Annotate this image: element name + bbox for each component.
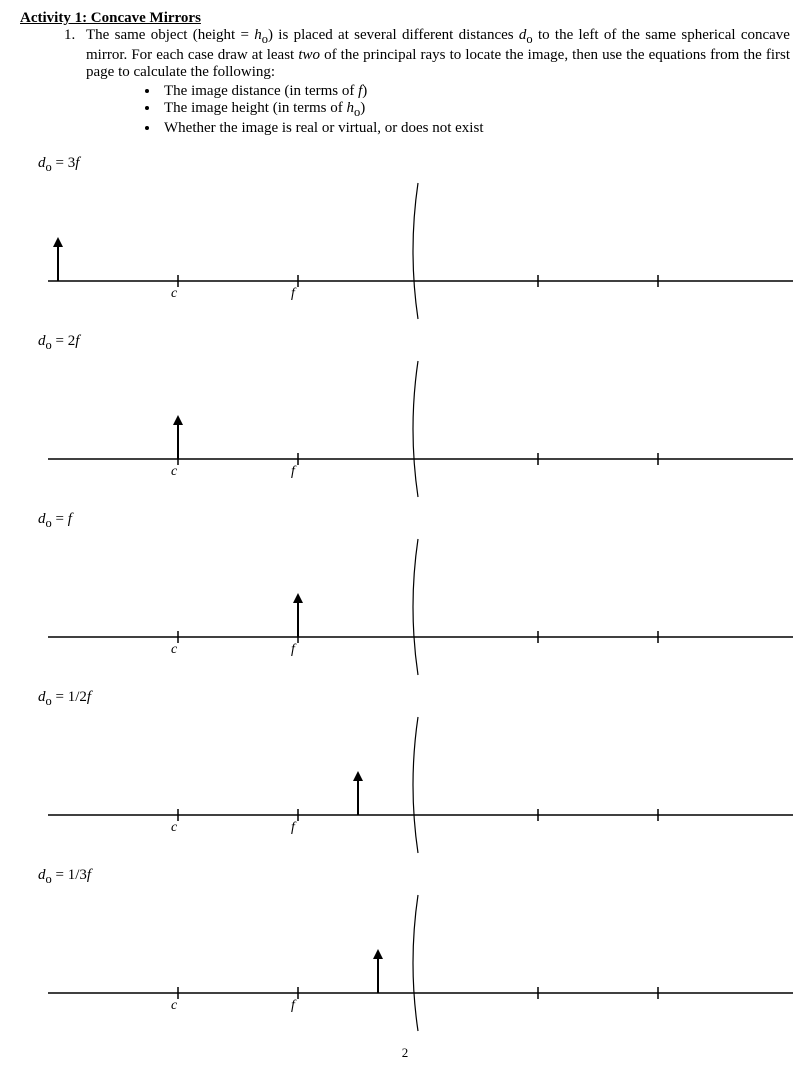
ray-diagram: cf: [38, 893, 798, 1033]
case-label: do = 1/3f: [38, 867, 790, 887]
diagram-block: do = 3f c f: [38, 155, 790, 321]
svg-text:c: c: [171, 998, 178, 1013]
diagram-block: do = 1/3f c f: [38, 867, 790, 1033]
case-label: do = 3f: [38, 155, 790, 175]
svg-text:f: f: [291, 286, 297, 301]
svg-text:c: c: [171, 286, 178, 301]
case-label: do = 1/2f: [38, 689, 790, 709]
diagrams-container: do = 3fcfdo = 2fcfdo = fcfdo = 1/2fcfdo …: [38, 155, 790, 1033]
ray-diagram: cf: [38, 715, 798, 855]
svg-text:f: f: [291, 998, 297, 1013]
diagram-block: do = 2f c f: [38, 333, 790, 499]
diagram-block: do = f c f: [38, 511, 790, 677]
svg-text:f: f: [291, 642, 297, 657]
bullet-item: Whether the image is real or virtual, or…: [160, 120, 790, 137]
ray-diagram: cf: [38, 181, 798, 321]
question-number: 1.: [64, 27, 86, 81]
bullet-item: The image distance (in terms of f): [160, 83, 790, 100]
bullet-item: The image height (in terms of ho): [160, 100, 790, 120]
svg-text:c: c: [171, 820, 178, 835]
svg-text:c: c: [171, 464, 178, 479]
svg-text:f: f: [291, 820, 297, 835]
case-label: do = 2f: [38, 333, 790, 353]
ray-diagram: cf: [38, 359, 798, 499]
diagram-block: do = 1/2f c f: [38, 689, 790, 855]
ray-diagram: cf: [38, 537, 798, 677]
question-text: The same object (height = ho) is placed …: [86, 27, 790, 81]
question-bullets: The image distance (in terms of f)The im…: [160, 83, 790, 137]
page-number: 2: [20, 1045, 790, 1061]
svg-text:f: f: [291, 464, 297, 479]
svg-text:c: c: [171, 642, 178, 657]
activity-title: Activity 1: Concave Mirrors: [20, 10, 790, 27]
case-label: do = f: [38, 511, 790, 531]
question-block: 1. The same object (height = ho) is plac…: [64, 27, 790, 137]
